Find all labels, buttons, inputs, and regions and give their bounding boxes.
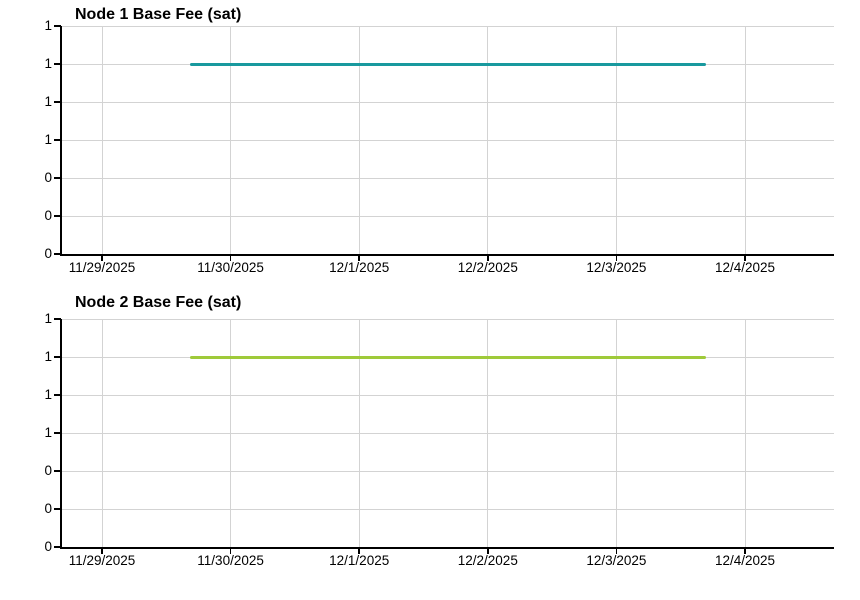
vertical-gridline <box>615 319 617 547</box>
vertical-gridline <box>487 319 489 547</box>
vertical-gridline <box>358 319 360 547</box>
horizontal-gridline <box>61 177 834 179</box>
y-tick-label: 0 <box>44 246 52 261</box>
chart-title-node2: Node 2 Base Fee (sat) <box>75 294 242 311</box>
x-axis-tick <box>229 254 232 261</box>
vertical-gridline <box>615 26 617 254</box>
horizontal-gridline <box>61 470 834 472</box>
x-tick-label: 12/1/2025 <box>329 260 390 275</box>
x-tick-label: 12/3/2025 <box>586 553 647 568</box>
x-tick-label: 11/30/2025 <box>197 260 264 275</box>
vertical-gridline <box>101 26 103 254</box>
y-tick-label: 0 <box>44 539 52 554</box>
vertical-gridline <box>358 26 360 254</box>
x-axis-tick <box>358 547 360 554</box>
plot-area[interactable] <box>61 319 834 547</box>
y-tick-label: 0 <box>44 170 52 185</box>
x-tick-label: 12/4/2025 <box>714 553 776 568</box>
x-axis-tick <box>358 254 360 261</box>
y-axis-tick <box>54 139 61 141</box>
y-axis-line <box>60 26 62 254</box>
y-axis-line <box>60 319 62 547</box>
vertical-gridline <box>744 26 746 254</box>
vertical-gridline <box>230 26 232 254</box>
y-axis-tick <box>54 470 61 472</box>
x-tick-label: 12/3/2025 <box>586 260 647 275</box>
y-tick-label: 1 <box>44 56 52 71</box>
y-axis-tick <box>54 546 61 548</box>
vertical-gridline <box>230 319 232 547</box>
base-fee-series-line[interactable] <box>190 355 706 359</box>
base-fee-series-line[interactable] <box>190 62 706 66</box>
x-tick-label: 11/30/2025 <box>197 553 264 568</box>
y-tick-label: 0 <box>44 463 52 478</box>
y-tick-label: 0 <box>44 501 52 516</box>
horizontal-gridline <box>61 318 834 320</box>
horizontal-gridline <box>61 394 834 396</box>
chart-title-node1: Node 1 Base Fee (sat) <box>75 6 242 23</box>
x-axis-tick <box>615 547 618 554</box>
y-axis-tick <box>54 215 61 217</box>
y-axis-tick <box>54 432 61 434</box>
y-axis-tick <box>54 394 61 396</box>
y-tick-label: 1 <box>44 387 52 402</box>
horizontal-gridline <box>61 432 834 434</box>
y-axis-tick <box>54 318 61 320</box>
x-tick-label: 11/29/2025 <box>68 260 136 275</box>
x-tick-label: 11/29/2025 <box>68 553 136 568</box>
y-axis-tick <box>54 177 61 179</box>
x-axis-tick <box>101 254 103 261</box>
y-tick-label: 1 <box>44 132 52 147</box>
x-axis-tick <box>744 547 746 554</box>
y-axis-tick <box>54 63 61 65</box>
x-tick-label: 12/1/2025 <box>329 553 390 568</box>
x-tick-label: 12/2/2025 <box>457 260 518 275</box>
x-axis-tick <box>615 254 618 261</box>
x-tick-label: 12/2/2025 <box>457 553 518 568</box>
x-axis-tick <box>101 547 103 554</box>
y-tick-label: 1 <box>44 311 52 326</box>
y-tick-label: 0 <box>44 208 52 223</box>
y-axis-tick <box>54 356 61 358</box>
horizontal-gridline <box>61 215 834 217</box>
x-axis-tick <box>229 547 232 554</box>
x-axis-tick <box>487 547 489 554</box>
y-tick-label: 1 <box>44 94 52 109</box>
x-axis-tick <box>487 254 489 261</box>
y-tick-label: 1 <box>44 349 52 364</box>
horizontal-gridline <box>61 508 834 510</box>
vertical-gridline <box>744 319 746 547</box>
y-axis-tick <box>54 101 61 103</box>
horizontal-gridline <box>61 25 834 27</box>
x-axis-line <box>60 547 834 549</box>
x-axis-tick <box>744 254 746 261</box>
y-axis-tick <box>54 253 61 255</box>
vertical-gridline <box>101 319 103 547</box>
horizontal-gridline <box>61 101 834 103</box>
x-axis-line <box>60 254 834 256</box>
y-tick-label: 1 <box>44 18 52 33</box>
x-tick-label: 12/4/2025 <box>714 260 776 275</box>
y-axis-tick <box>54 25 61 27</box>
vertical-gridline <box>487 26 489 254</box>
y-axis-tick <box>54 508 61 510</box>
y-tick-label: 1 <box>44 425 52 440</box>
horizontal-gridline <box>61 139 834 141</box>
